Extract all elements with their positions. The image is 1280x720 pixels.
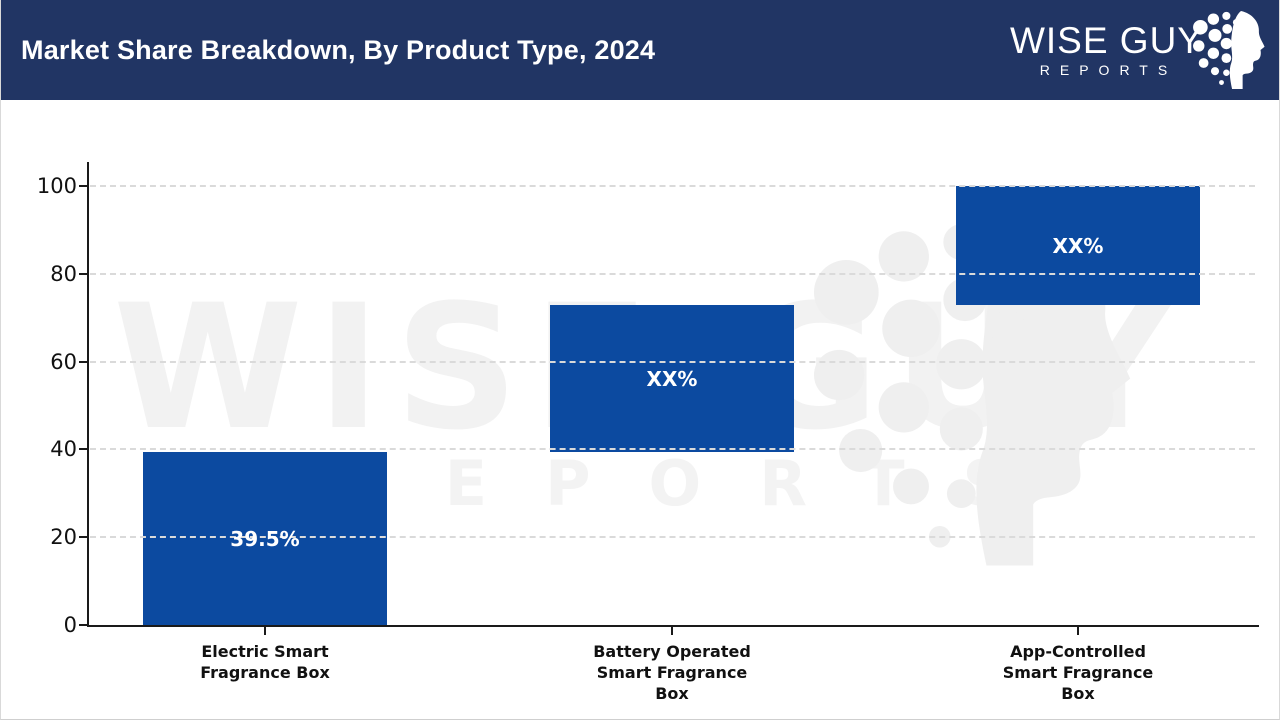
y-axis-line xyxy=(87,162,89,627)
bar-value-label: 39.5% xyxy=(230,526,300,551)
x-category-label-line: Fragrance Box xyxy=(200,663,330,682)
x-category-label-line: App-Controlled xyxy=(1010,642,1146,661)
y-tick-label: 100 xyxy=(36,174,77,198)
brand-logo: WISE GUY REPORTS xyxy=(1010,7,1267,93)
brand-name: WISE GUY xyxy=(1009,20,1203,61)
watermark-head-icon xyxy=(796,202,1141,584)
y-tick-label: 0 xyxy=(63,613,77,637)
x-category-label-line: Smart Fragrance xyxy=(1002,663,1154,682)
x-category-label: App-Controlled Smart Fragrance Box xyxy=(943,641,1213,704)
x-category-label-line: Box xyxy=(1061,684,1095,703)
y-tick-mark xyxy=(79,273,87,275)
x-category-label: Electric Smart Fragrance Box xyxy=(130,641,400,683)
grid-line xyxy=(90,185,1255,187)
y-tick-mark xyxy=(79,361,87,363)
brand-tagline: REPORTS xyxy=(1039,62,1178,78)
x-category-label-line: Battery Operated xyxy=(593,642,751,661)
y-tick-mark xyxy=(79,536,87,538)
y-tick-label: 60 xyxy=(50,350,77,374)
y-tick-label: 20 xyxy=(50,525,77,549)
y-tick-label: 80 xyxy=(50,262,77,286)
x-category-label-line: Smart Fragrance xyxy=(596,663,748,682)
x-category-label-line: Box xyxy=(655,684,689,703)
y-tick-mark xyxy=(79,448,87,450)
y-tick-mark xyxy=(79,624,87,626)
x-category-label-line: Electric Smart xyxy=(201,642,329,661)
x-axis-line xyxy=(87,625,1259,627)
x-category-label: Battery Operated Smart Fragrance Box xyxy=(537,641,807,704)
brand-logo-text: WISE GUY REPORTS xyxy=(1009,20,1203,79)
y-tick-mark xyxy=(79,185,87,187)
y-tick-label: 40 xyxy=(50,437,77,461)
header-bar: Market Share Breakdown, By Product Type,… xyxy=(1,0,1279,100)
x-tick-mark xyxy=(1077,627,1079,635)
x-tick-mark xyxy=(671,627,673,635)
page-title: Market Share Breakdown, By Product Type,… xyxy=(21,34,656,65)
x-tick-mark xyxy=(264,627,266,635)
